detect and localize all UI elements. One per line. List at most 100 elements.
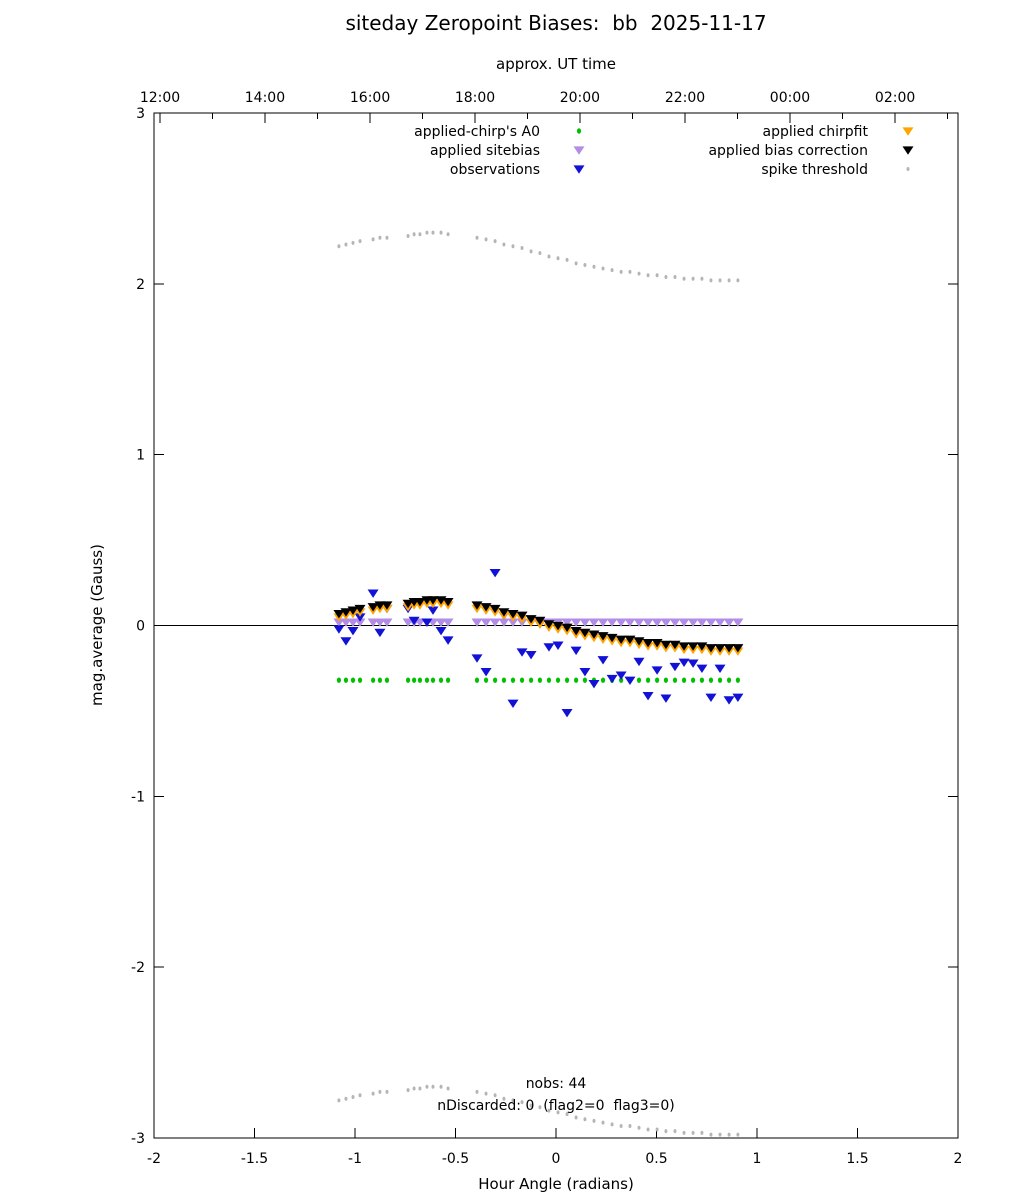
spike-threshold-lower-point	[412, 1086, 416, 1091]
applied-chirp-s-a0-point	[417, 677, 423, 683]
applied-chirp-s-a0-point	[483, 677, 489, 683]
spike-threshold-lower-point	[664, 1129, 668, 1134]
spike-threshold-lower-point	[446, 1086, 450, 1091]
applied-sitebias-point	[615, 618, 627, 627]
series-applied-chirp-s-a0	[336, 677, 741, 683]
applied-sitebias-point	[570, 618, 582, 627]
observations-point	[687, 659, 699, 668]
spike-threshold-lower-point	[511, 1098, 515, 1103]
applied-chirp-s-a0-point	[681, 677, 687, 683]
observations-point	[696, 664, 708, 674]
spike-threshold-lower-point	[556, 1110, 560, 1115]
applied-chirp-s-a0-point	[492, 677, 498, 683]
applied-sitebias-point	[687, 618, 699, 627]
applied-sitebias-point	[696, 618, 708, 627]
applied-bias-correction-point	[367, 603, 379, 612]
legend: applied-chirp's A0 applied sitebias observ…	[414, 124, 914, 178]
observations-point	[471, 654, 483, 663]
applied-chirp-s-a0-point	[555, 677, 561, 683]
applied-bias-correction-point	[381, 601, 393, 610]
applied-chirp-s-a0-point	[708, 677, 714, 683]
applied-chirp-s-a0-point	[537, 677, 543, 683]
applied-sitebias-point	[660, 618, 672, 627]
observations-point	[480, 668, 492, 677]
spike-threshold-upper-point	[425, 230, 429, 235]
applied-bias-correction-point	[669, 640, 681, 650]
applied-bias-correction-point	[489, 604, 501, 614]
observations-point	[367, 589, 379, 598]
observations-point	[579, 668, 591, 677]
observations-point	[588, 679, 600, 689]
spike-threshold-upper-point	[502, 242, 506, 247]
spike-threshold-upper-point	[664, 275, 668, 279]
applied-sitebias-point	[624, 618, 636, 627]
applied-sitebias-point	[705, 618, 717, 627]
x-tick-label: 1	[753, 1151, 762, 1167]
applied-chirp-s-a0-point	[735, 677, 741, 683]
applied-bias-correction-point	[606, 633, 618, 643]
top-tick-label: 00:00	[770, 90, 810, 106]
applied-bias-correction-point	[498, 608, 510, 617]
applied-bias-correction-point	[480, 603, 492, 612]
applied-sitebias-point	[414, 618, 426, 627]
spike-threshold-lower-point	[378, 1089, 382, 1094]
spike-threshold-upper-point	[583, 263, 587, 268]
top-tick-label: 20:00	[560, 90, 600, 106]
applied-chirp-s-a0-point	[384, 677, 390, 683]
x-tick-label: -1	[348, 1151, 362, 1167]
legend-marker-applied-chirpfit	[902, 127, 914, 136]
spike-threshold-lower-point	[344, 1096, 348, 1101]
applied-bias-correction-point	[732, 644, 744, 653]
x-tick-label: -0.5	[442, 1151, 469, 1167]
spike-threshold-upper-point	[691, 276, 695, 281]
applied-sitebias-point	[507, 618, 519, 627]
spike-threshold-lower-point	[425, 1084, 429, 1089]
spike-threshold-upper-point	[727, 278, 731, 283]
spike-threshold-lower-point	[610, 1122, 614, 1127]
observations-point	[714, 664, 726, 674]
applied-bias-correction-point	[471, 601, 483, 610]
applied-chirp-s-a0-point	[663, 677, 669, 683]
spike-threshold-upper-point	[718, 278, 722, 283]
legend-label: applied-chirp's A0	[414, 124, 540, 140]
observations-point	[732, 693, 744, 703]
observations-point	[615, 671, 627, 680]
applied-chirp-s-a0-point	[370, 677, 376, 683]
applied-chirp-s-a0-point	[474, 677, 480, 683]
spike-threshold-upper-point	[378, 235, 382, 240]
applied-bias-correction-point	[651, 638, 663, 648]
applied-sitebias-point	[732, 618, 744, 627]
top-tick-label: 14:00	[245, 90, 285, 106]
applied-sitebias-point	[723, 618, 735, 627]
applied-bias-correction-point	[561, 623, 573, 633]
spike-threshold-lower-point	[520, 1100, 524, 1105]
y-tick-label: 3	[136, 106, 145, 122]
applied-bias-correction-point	[642, 638, 654, 648]
y-tick-label: 0	[136, 619, 145, 635]
spike-threshold-lower-point	[337, 1098, 341, 1103]
applied-chirp-s-a0-point	[501, 677, 507, 683]
x-tick-label: -2	[147, 1151, 161, 1167]
applied-sitebias-point	[435, 618, 447, 627]
spike-threshold-upper-point	[673, 275, 677, 279]
applied-sitebias-point	[354, 618, 366, 627]
spike-threshold-lower-point	[583, 1117, 587, 1122]
spike-threshold-upper-point	[351, 240, 355, 245]
x-tick-label: 2	[954, 1151, 963, 1167]
x-tick-label: 0	[552, 1151, 561, 1167]
spike-threshold-upper-point	[655, 273, 659, 278]
applied-sitebias-point	[642, 618, 654, 627]
spike-threshold-lower-point	[475, 1089, 479, 1094]
applied-bias-correction-point	[333, 609, 345, 619]
applied-chirp-s-a0-point	[528, 677, 534, 683]
applied-sitebias-point	[651, 618, 663, 627]
spike-threshold-lower-point	[691, 1130, 695, 1135]
applied-sitebias-point	[347, 618, 359, 627]
observations-point	[525, 650, 537, 660]
applied-bias-correction-point	[552, 621, 564, 631]
spike-threshold-upper-point	[431, 230, 435, 235]
applied-chirp-s-a0-point	[600, 677, 606, 683]
spike-threshold-upper-point	[736, 278, 740, 283]
applied-chirp-s-a0-point	[424, 677, 430, 683]
